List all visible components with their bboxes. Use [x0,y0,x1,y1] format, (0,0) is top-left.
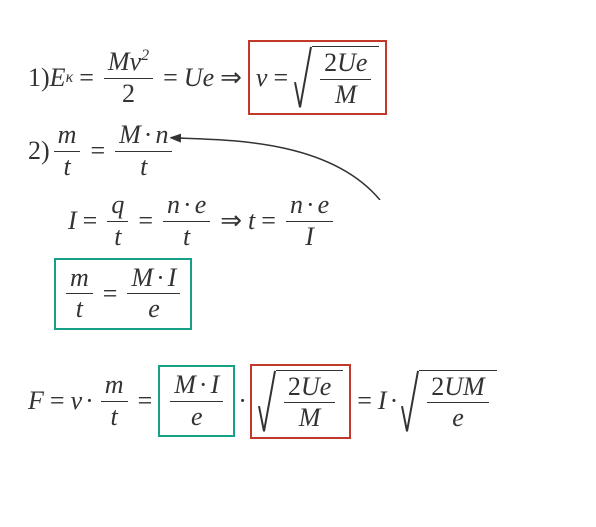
derivation-page: 1) E κ = Mv2 2 = Ue ⇒ v = 2Ue M [0,0,596,465]
eq5-red-den: M [295,404,325,433]
eq5-red-frac: 2Ue M [284,373,335,433]
eq5-final-frac: 2UM e [427,373,488,433]
equation-5: F = v · m t = M·I e · 2Ue [28,364,568,439]
cdot: · [235,386,250,416]
eq2-lhs-den: t [59,153,74,182]
substitution-arrow [170,130,390,200]
equals: = [77,206,104,236]
eq5-frac1-den: t [107,403,122,432]
sqrt-body: 2Ue M [312,46,379,109]
eq4-rhs-a: M [131,263,153,292]
cdot: · [141,120,156,149]
eq4-rhs-b: I [168,263,177,292]
eq2-label: 2) [28,136,50,166]
equals: = [267,63,294,93]
eq5-red-sqrt: 2Ue M [258,370,343,433]
eq5-frac1: m t [101,371,128,431]
equation-3: I = q t = n·e t ⇒ t = n·e I [68,191,568,251]
eq2-rhs: M·n t [115,121,172,181]
sqrt-sign [258,370,276,433]
eq1-sqrt: 2Ue M [294,46,379,109]
eq3-frac2-den: t [179,223,194,252]
sqrt-sign [401,370,419,433]
eq1-sqrt-frac: 2Ue M [320,49,371,109]
cdot: · [196,370,211,399]
eq1-frac1-num: Mv [108,47,141,76]
eq1-rhs1: Ue [184,63,214,93]
eq5-teal-b: I [211,370,220,399]
equals: = [157,63,184,93]
eq3-t: t [110,223,125,252]
eq1-v: v [256,63,268,93]
equation-1: 1) E κ = Mv2 2 = Ue ⇒ v = 2Ue M [28,40,568,115]
eq3-q: q [107,191,128,220]
sqrt-body: 2Ue M [276,370,343,433]
eq2-lhs: m t [54,121,81,181]
eq3-frac1: q t [107,191,128,251]
eq2-rhs-b: n [155,120,168,149]
equals: = [351,386,378,416]
eq1-frac1-sup: 2 [141,47,149,65]
eq2-rhs-den: t [136,153,151,182]
equals: = [255,206,282,236]
eq5-teal-den: e [187,403,207,432]
equals: = [73,63,100,93]
eq1-frac1: Mv2 2 [104,47,153,108]
eq1-sqrt-num: Ue [337,48,367,77]
eq5-F: F [28,386,44,416]
eq5-final-sqrt: 2UM e [401,370,496,433]
substituted-massrate-box: M·I e [158,365,235,437]
equation-4: m t = M·I e [54,258,568,330]
eq1-label: 1) [28,63,50,93]
sqrt-body: 2UM e [419,370,496,433]
eq2-lhs-num: m [54,121,81,150]
result-box-massrate: m t = M·I e [54,258,192,330]
eq5-final-num: UM [444,372,484,401]
eq4-lhs-den: t [72,295,87,324]
implies: ⇒ [214,63,248,93]
eq3-frac3: n·e I [286,191,333,251]
eq1-frac1-den: 2 [118,80,139,109]
equals: = [132,386,159,416]
result-box-velocity: v = 2Ue M [248,40,388,115]
sqrt-sign [294,46,312,109]
eq4-rhs: M·I e [127,264,180,324]
eq3-frac2: n·e t [163,191,210,251]
cdot: · [387,386,402,416]
cdot: · [82,386,97,416]
eq5-teal-frac: M·I e [170,371,223,431]
eq1-E: E [50,63,66,93]
substituted-velocity-box: 2Ue M [250,364,351,439]
eq3-res-den: I [301,223,318,252]
implies: ⇒ [214,206,248,236]
eq1-E-sub: κ [66,69,74,87]
eq5-final-den: e [448,404,468,433]
equals: = [84,136,111,166]
equals: = [97,279,124,309]
eq4-rhs-den: e [144,295,164,324]
eq1-sqrt-den: M [331,81,361,110]
cdot: · [153,263,168,292]
eq5-I2: I [378,386,387,416]
eq5-frac1-num: m [101,371,128,400]
eq5-red-num: Ue [301,372,331,401]
eq5-teal-a: M [174,370,196,399]
eq4-lhs: m t [66,264,93,324]
equals: = [132,206,159,236]
equals: = [44,386,71,416]
eq3-I: I [68,206,77,236]
eq4-lhs-num: m [66,264,93,293]
eq2-rhs-a: M [119,120,141,149]
eq5-v: v [71,386,83,416]
eq3-t2: t [248,206,255,236]
